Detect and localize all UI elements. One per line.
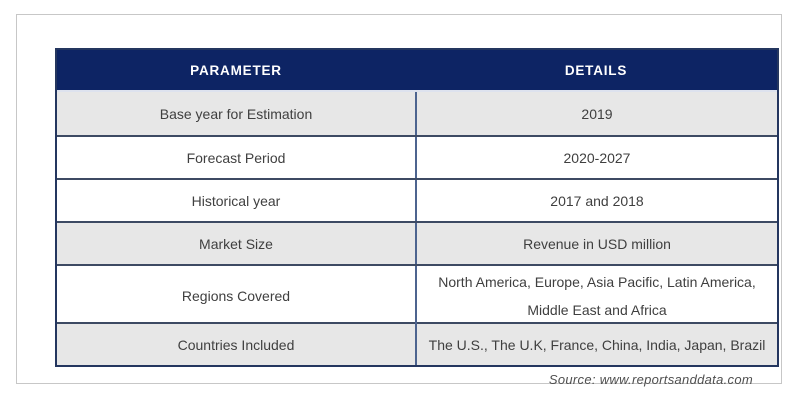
row-market-size-details: Revenue in USD million — [415, 223, 777, 264]
table-row: Historical year 2017 and 2018 — [57, 178, 777, 221]
row-regions-covered-parameter: Regions Covered — [181, 288, 291, 304]
table-row: Market Size Revenue in USD million — [57, 221, 777, 264]
row-countries-included-parameter: Countries Included — [177, 336, 295, 353]
header-parameter: PARAMETER — [190, 62, 282, 78]
table-row: Countries Included The U.S., The U.K, Fr… — [57, 322, 777, 365]
row-market-size-parameter: Market Size — [199, 235, 273, 252]
row-countries-included-details: The U.S., The U.K, France, China, India,… — [415, 324, 777, 365]
row-forecast-period-parameter: Forecast Period — [186, 149, 286, 166]
row-forecast-period-details: 2020-2027 — [415, 137, 777, 178]
row-base-year-parameter: Base year for Estimation — [159, 105, 313, 122]
source-attribution: Source: www.reportsanddata.com — [548, 372, 753, 387]
row-regions-covered-details: North America, Europe, Asia Pacific, Lat… — [415, 266, 777, 326]
table-header-row: PARAMETER DETAILS — [57, 50, 777, 92]
row-base-year-details: 2019 — [415, 92, 777, 135]
table-row: Forecast Period 2020-2027 — [57, 135, 777, 178]
outer-frame: PARAMETER DETAILS Base year for Estimati… — [16, 14, 782, 387]
parameters-table: PARAMETER DETAILS Base year for Estimati… — [55, 48, 779, 367]
row-historical-year-parameter: Historical year — [191, 192, 281, 209]
table-row: Base year for Estimation 2019 — [57, 92, 777, 135]
header-details: DETAILS — [564, 62, 628, 78]
table-row: Regions Covered North America, Europe, A… — [57, 264, 777, 326]
row-historical-year-details: 2017 and 2018 — [415, 180, 777, 221]
